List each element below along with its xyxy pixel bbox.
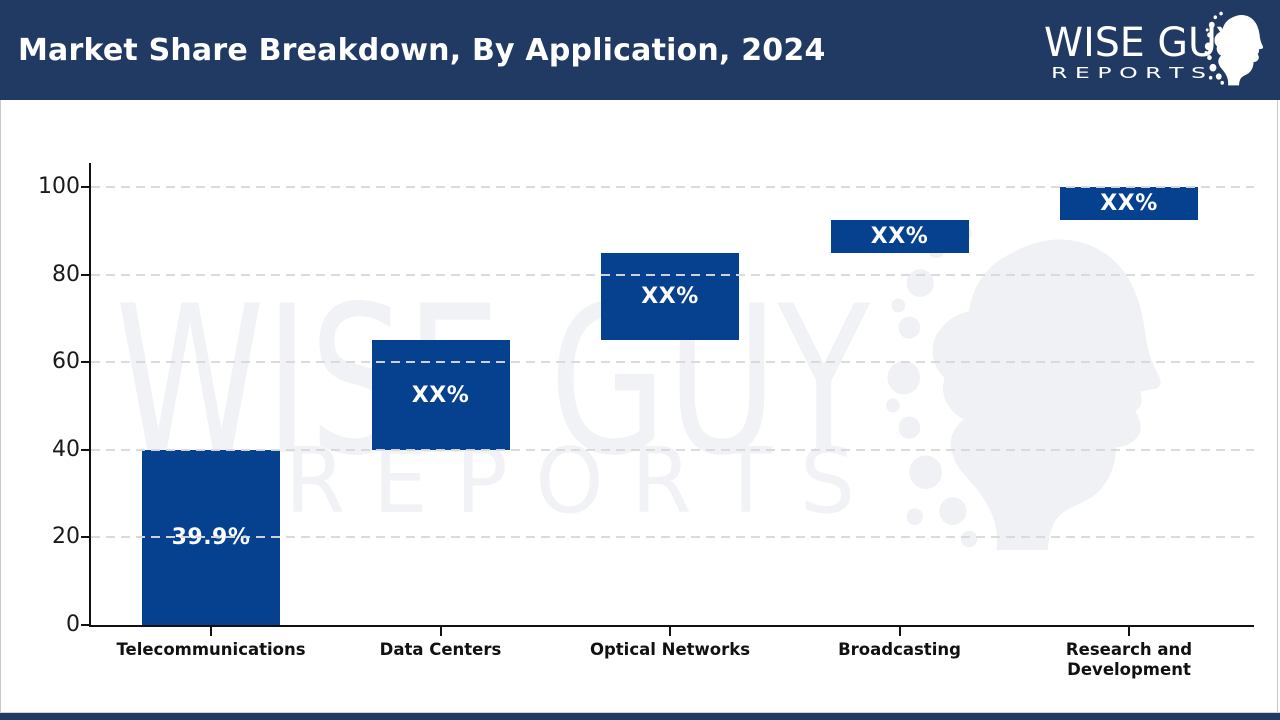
category-label-data-centers: Data Centers [379,640,502,659]
bar-optical-networks: XX% [601,252,739,341]
y-tick-label-60: 60 [52,349,80,375]
x-axis-line [89,625,1254,627]
x-tick-research-and-development [1128,627,1130,636]
gridline-80 [91,273,1254,276]
left-border [0,100,1,713]
gridline-20 [91,536,1254,539]
logo-subtext: R E P O R T S [1051,64,1206,82]
y-tick-label-100: 100 [38,174,80,199]
bar-value-label: XX% [870,223,929,249]
gridline-100 [91,186,1254,188]
page-title: Market Share Breakdown, By Application, … [18,33,826,68]
category-label-optical-networks: Optical Networks [589,640,751,659]
y-tick-0 [81,624,90,626]
y-tick-label-20: 20 [52,524,80,550]
y-tick-label-80: 80 [52,261,80,287]
logo-wordmark: WISE GUY [1044,20,1242,66]
y-tick-20 [81,536,90,539]
y-tick-80 [81,273,90,276]
category-label-telecommunications: Telecommunications [116,640,306,659]
category-label-research-and-development: Research and Development [1065,640,1193,680]
header-band: Market Share Breakdown, By Application, … [0,0,1280,100]
gridline-40 [91,448,1254,451]
bar-value-label: XX% [1100,190,1158,216]
y-tick-label-0: 0 [66,612,80,637]
footer-band [0,713,1280,720]
bar-value-label: XX% [411,382,470,408]
y-axis-line [89,163,91,627]
category-label-broadcasting: Broadcasting [838,640,961,659]
x-tick-optical-networks [669,627,671,636]
chart-area: WISE GUY R E P O R T S 0 20 40 60 80 100 39.9%… [0,100,1280,713]
y-tick-label-40: 40 [52,436,80,462]
wiseguy-logo: WISE GUY R E P O R T S [1044,11,1264,86]
y-tick-40 [81,448,90,451]
x-tick-broadcasting [898,627,901,636]
y-tick-100 [81,186,90,188]
bar-value-label: XX% [641,283,699,309]
wiseguy-head-icon [1204,11,1264,86]
bar-data-centers: XX% [371,340,510,451]
right-border [1277,100,1278,713]
bottom-border [0,712,1280,713]
wiseguy-head-watermark-icon [886,224,1161,551]
y-tick-60 [81,361,90,364]
gridline-60 [91,361,1254,364]
watermark-subtext: R E P O R T S [285,429,855,534]
x-tick-telecommunications [210,627,212,636]
bar-research-and-development: XX% [1060,187,1198,220]
x-tick-data-centers [439,627,442,636]
bar-broadcasting: XX% [830,219,969,253]
